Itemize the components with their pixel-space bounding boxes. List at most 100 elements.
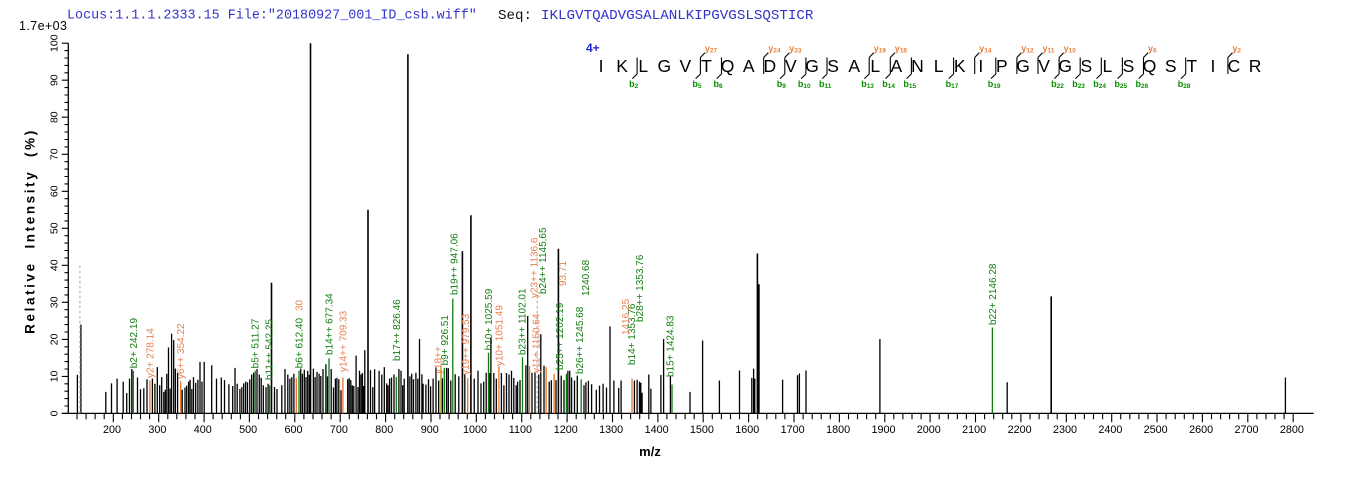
svg-text:2700: 2700 [1234,424,1258,436]
svg-text:y6: y6 [1148,44,1157,55]
svg-text:2400: 2400 [1098,424,1122,436]
svg-text:2800: 2800 [1280,424,1304,436]
svg-text:1200: 1200 [554,424,578,436]
svg-text:K: K [954,56,966,76]
svg-text:1240.68: 1240.68 [581,259,592,296]
svg-text:G: G [1058,56,1072,76]
svg-text:L: L [1103,56,1113,76]
svg-text:Seq:: Seq: [498,8,532,24]
svg-text:600: 600 [284,424,302,436]
svg-text:I: I [599,56,604,76]
svg-text:1300: 1300 [599,424,623,436]
svg-text:b5+ 511.27: b5+ 511.27 [251,318,262,368]
svg-text:y2+ 278.14: y2+ 278.14 [145,328,156,378]
svg-text:y2: y2 [1232,44,1241,55]
svg-text:1000: 1000 [463,424,487,436]
svg-text:K: K [616,56,628,76]
svg-text:G: G [805,56,819,76]
svg-text:900: 900 [421,424,439,436]
svg-text:10: 10 [49,370,61,382]
svg-text:m/z: m/z [639,444,661,459]
svg-text:93.71: 93.71 [558,261,569,286]
svg-text:b25++ 1202.19: b25++ 1202.19 [555,302,566,370]
svg-text:2500: 2500 [1144,424,1168,436]
svg-text:2000: 2000 [917,424,941,436]
svg-text:A: A [743,56,755,76]
svg-text:30: 30 [49,296,61,308]
svg-text:y18: y18 [895,44,908,55]
svg-text:70: 70 [49,148,61,160]
svg-text:b14++ 677.34: b14++ 677.34 [325,293,336,355]
svg-text:2100: 2100 [962,424,986,436]
svg-text:2300: 2300 [1053,424,1077,436]
svg-text:b23: b23 [1072,79,1085,90]
svg-text:y11: y11 [1043,44,1055,55]
svg-text:b10: b10 [798,79,811,90]
svg-text:4+: 4+ [586,41,600,55]
svg-text:0: 0 [49,410,61,416]
svg-text:200: 200 [103,424,121,436]
svg-text:A: A [848,56,860,76]
svg-text:400: 400 [194,424,212,436]
svg-text:S: S [827,56,839,76]
svg-text:y10: y10 [1064,44,1077,55]
svg-text:90: 90 [49,74,61,86]
svg-text:V: V [680,56,692,76]
svg-text:y14++ 709.33: y14++ 709.33 [338,310,349,372]
svg-text:30: 30 [295,299,306,311]
svg-text:b2+ 242.19: b2+ 242.19 [129,318,140,369]
svg-text:y19++ 979.53: y19++ 979.53 [461,313,472,375]
svg-text:2200: 2200 [1008,424,1032,436]
svg-text:y19: y19 [874,44,887,55]
svg-text:R: R [1249,56,1262,76]
svg-text:IKLGVTQADVGSALANLKIPGVGSLSQSTI: IKLGVTQADVGSALANLKIPGVGSLSQSTICR [541,8,814,24]
svg-text:40: 40 [49,259,61,271]
svg-text:L: L [934,56,944,76]
svg-text:b17++ 826.46: b17++ 826.46 [392,299,403,361]
svg-text:1600: 1600 [735,424,759,436]
svg-text:Relative Intensity (%): Relative Intensity (%) [23,128,38,334]
svg-text:D: D [763,56,776,76]
svg-text:800: 800 [375,424,393,436]
svg-text:b26: b26 [1136,79,1149,90]
svg-text:b25: b25 [1114,79,1127,90]
svg-text:b14+ 1353.76: b14+ 1353.76 [627,303,638,365]
svg-text:b28++ 1353.76: b28++ 1353.76 [635,254,646,322]
svg-text:Q: Q [721,56,735,76]
svg-text:2600: 2600 [1189,424,1213,436]
svg-text:b22: b22 [1051,79,1064,90]
svg-text:G: G [657,56,671,76]
svg-text:T: T [1186,56,1197,76]
svg-text:y23: y23 [789,44,802,55]
svg-text:b11: b11 [819,79,832,90]
svg-text:50: 50 [49,222,61,234]
svg-text:L: L [870,56,880,76]
svg-text:b14: b14 [882,79,895,90]
svg-text:Q: Q [1143,56,1157,76]
svg-text:b22+ 2146.28: b22+ 2146.28 [988,263,999,325]
svg-text:S: S [1165,56,1177,76]
svg-text:b24++ 1145.65: b24++ 1145.65 [538,227,549,294]
svg-text:y18++: y18++ [434,346,445,374]
svg-text:500: 500 [239,424,257,436]
svg-text:S: S [1123,56,1135,76]
svg-text:80: 80 [49,111,61,123]
svg-text:V: V [785,56,797,76]
svg-text:b15: b15 [903,79,916,90]
svg-text:1900: 1900 [871,424,895,436]
svg-text:100: 100 [49,34,61,52]
svg-text:1700: 1700 [781,424,805,436]
svg-text:b24: b24 [1093,79,1106,90]
svg-text:L: L [638,56,648,76]
svg-text:N: N [911,56,924,76]
svg-text:b17: b17 [946,79,959,90]
svg-text:1500: 1500 [690,424,714,436]
svg-text:b5: b5 [692,79,702,90]
svg-text:y6++ 354.22: y6++ 354.22 [176,323,187,379]
svg-text:y12: y12 [1021,44,1034,55]
svg-text:T: T [701,56,712,76]
svg-text:b9: b9 [777,79,787,90]
svg-text:V: V [1038,56,1050,76]
svg-text:y14: y14 [979,44,992,55]
svg-text:y27: y27 [705,44,718,55]
